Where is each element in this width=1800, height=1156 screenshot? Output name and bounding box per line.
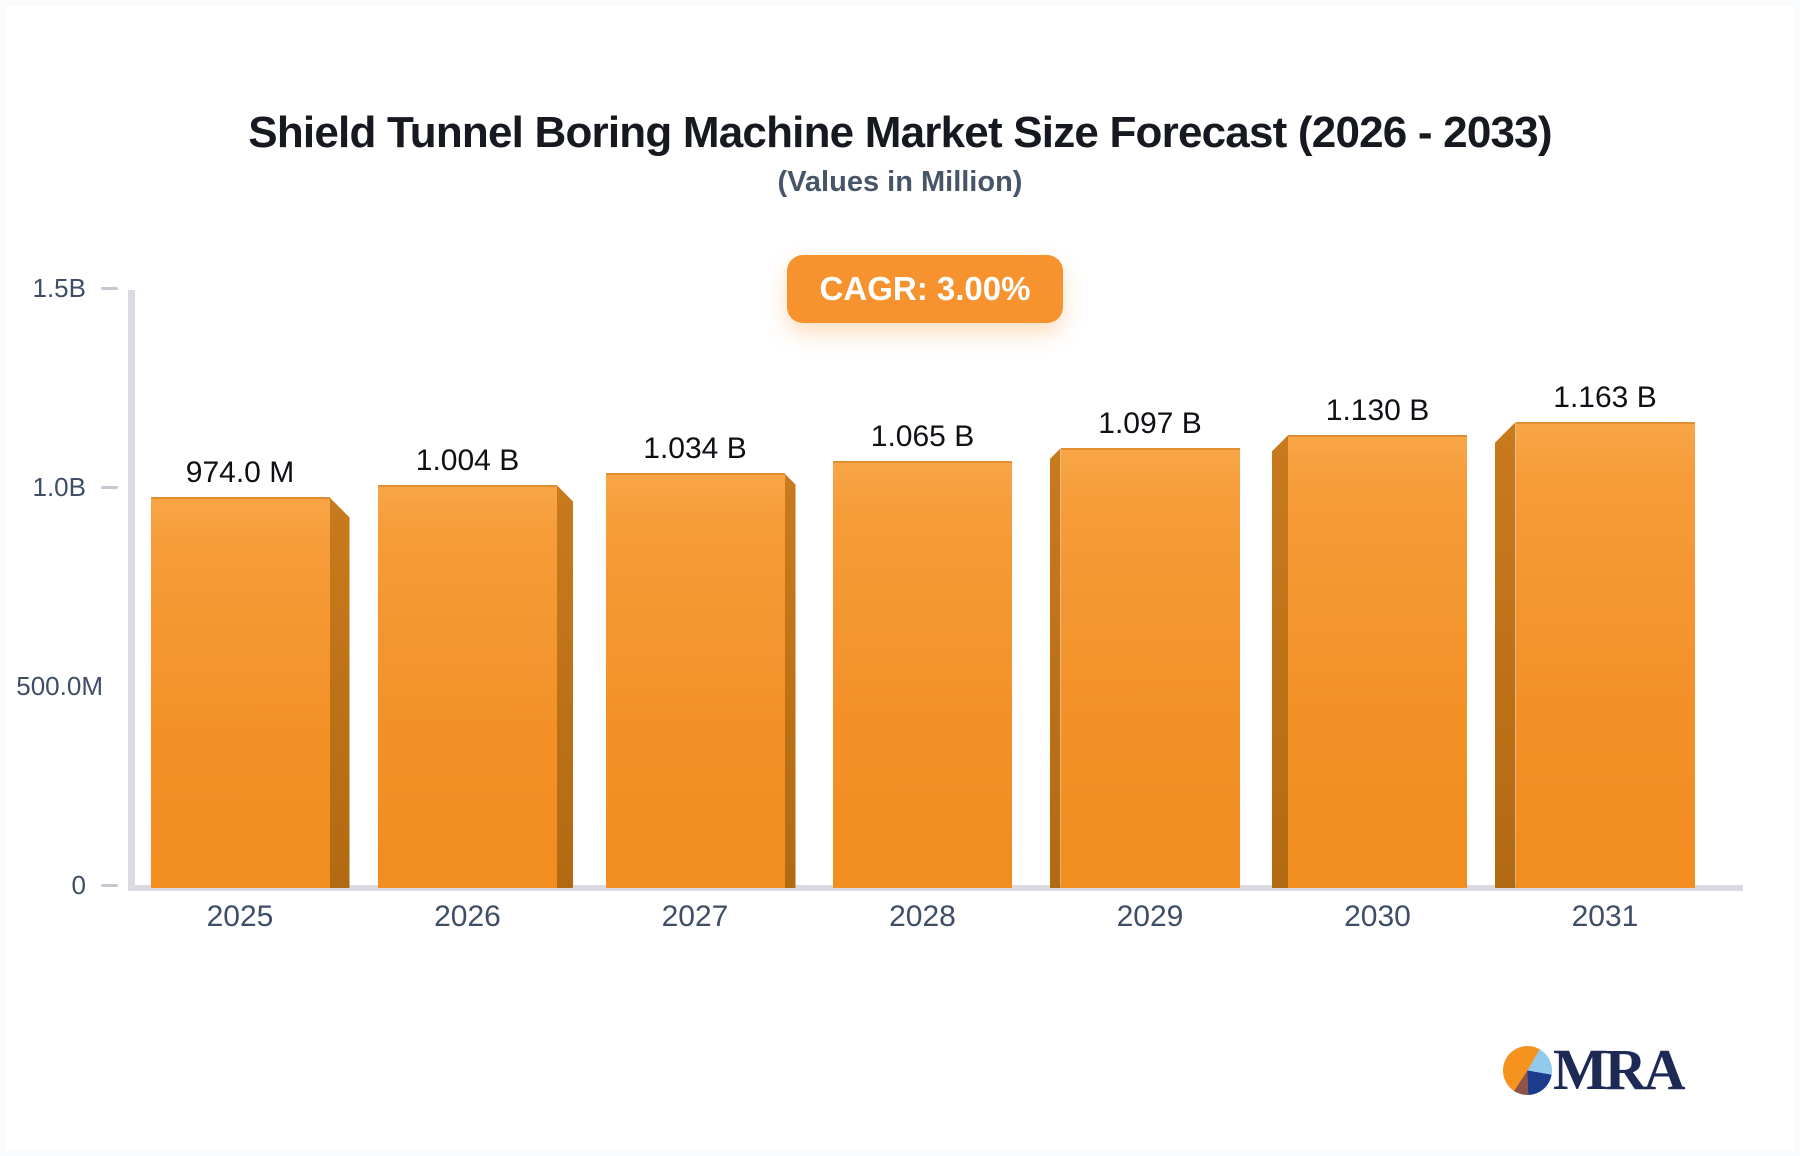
- y-axis-label: 1.0B: [32, 472, 87, 502]
- bar: [1494, 422, 1695, 888]
- bar-side-face: [557, 485, 573, 888]
- x-axis-label: 2029: [1116, 900, 1184, 933]
- x-axis-label: 2025: [206, 900, 274, 933]
- bar-side-face: [1272, 435, 1288, 888]
- bar-front-face: [150, 497, 330, 888]
- bar-front-face: [1515, 422, 1695, 888]
- y-axis-tick-dash: [101, 883, 118, 887]
- cagr-badge: CAGR: 3.00%: [787, 255, 1063, 323]
- bar-front-face: [378, 485, 557, 888]
- bar-value-label: 974.0 M: [185, 456, 295, 490]
- bar-value-label: 1.163 B: [1553, 381, 1657, 415]
- bar: [1049, 448, 1240, 888]
- y-axis-label: 0: [71, 870, 86, 900]
- bar-value-label: 1.130 B: [1325, 394, 1430, 428]
- bar-front-face: [1288, 435, 1467, 888]
- y-axis-line: [128, 290, 135, 891]
- bar-value-label: 1.065 B: [870, 420, 975, 454]
- bar-value-label: 1.034 B: [643, 432, 747, 466]
- brand-logo: MRA: [1503, 1037, 1686, 1102]
- pie-chart-icon: [1503, 1045, 1552, 1095]
- x-axis-label: 2026: [434, 900, 501, 933]
- bar: [1272, 435, 1467, 888]
- y-axis-tick-dash: [101, 485, 118, 489]
- bar-side-face: [1049, 448, 1061, 888]
- bar-side-face: [1494, 422, 1516, 888]
- x-axis-line: [128, 885, 1743, 891]
- chart-title: Shield Tunnel Boring Machine Market Size…: [248, 108, 1552, 157]
- bar-front-face: [605, 473, 785, 888]
- bar-side-face: [329, 497, 350, 888]
- bar-front-face: [833, 461, 1012, 888]
- chart-subtitle: (Values in Million): [777, 166, 1023, 198]
- bar-value-label: 1.004 B: [415, 444, 520, 478]
- y-axis-label: 500.0M: [16, 671, 103, 701]
- bar-front-face: [1060, 448, 1240, 888]
- x-axis-label: 2030: [1344, 900, 1411, 933]
- bar: [605, 473, 796, 888]
- y-axis-label: 1.5B: [32, 273, 87, 303]
- bar: [833, 461, 1012, 888]
- bar-side-face: [784, 473, 796, 888]
- y-axis-tick-dash: [101, 286, 118, 290]
- x-axis-label: 2028: [889, 900, 956, 933]
- x-axis-label: 2031: [1571, 900, 1639, 933]
- bar: [150, 497, 350, 888]
- bar: [378, 485, 573, 888]
- brand-text: MRA: [1553, 1037, 1686, 1102]
- bar-value-label: 1.097 B: [1098, 407, 1202, 441]
- x-axis-label: 2027: [661, 900, 729, 933]
